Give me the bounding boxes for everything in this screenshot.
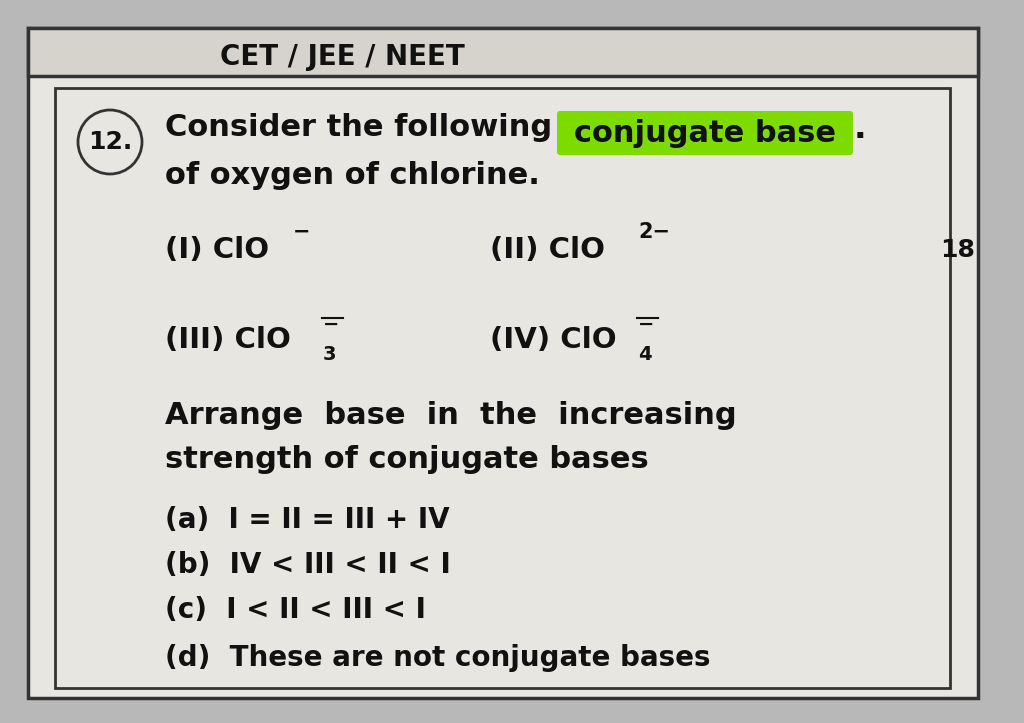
Text: conjugate base: conjugate base bbox=[574, 119, 836, 147]
FancyBboxPatch shape bbox=[557, 111, 853, 155]
Text: (II) ClO: (II) ClO bbox=[490, 236, 605, 264]
Text: .: . bbox=[854, 111, 866, 145]
Text: (I) ClO: (I) ClO bbox=[165, 236, 269, 264]
Text: Arrange  base  in  the  increasing: Arrange base in the increasing bbox=[165, 401, 736, 429]
Text: −: − bbox=[638, 315, 654, 333]
Text: (d)  These are not conjugate bases: (d) These are not conjugate bases bbox=[165, 644, 711, 672]
Text: 4: 4 bbox=[638, 344, 651, 364]
Bar bbox=[28, 28, 978, 76]
Bar bbox=[55, 88, 950, 688]
Text: 18: 18 bbox=[940, 238, 975, 262]
Text: (IV) ClO: (IV) ClO bbox=[490, 326, 616, 354]
Text: of oxygen of chlorine.: of oxygen of chlorine. bbox=[165, 161, 540, 189]
Text: CET / JEE / NEET: CET / JEE / NEET bbox=[220, 43, 465, 71]
Text: Consider the following: Consider the following bbox=[165, 114, 552, 142]
Text: −: − bbox=[323, 315, 339, 333]
Text: 12.: 12. bbox=[88, 130, 132, 154]
Text: (c)  I < II < III < I: (c) I < II < III < I bbox=[165, 596, 426, 624]
Text: (a)  I = II = III + IV: (a) I = II = III + IV bbox=[165, 506, 450, 534]
Text: −: − bbox=[293, 222, 310, 242]
Text: 3: 3 bbox=[323, 344, 337, 364]
Text: strength of conjugate bases: strength of conjugate bases bbox=[165, 445, 649, 474]
Text: (b)  IV < III < II < I: (b) IV < III < II < I bbox=[165, 551, 451, 579]
Text: 2−: 2− bbox=[638, 222, 670, 242]
Circle shape bbox=[78, 110, 142, 174]
Text: (III) ClO: (III) ClO bbox=[165, 326, 291, 354]
